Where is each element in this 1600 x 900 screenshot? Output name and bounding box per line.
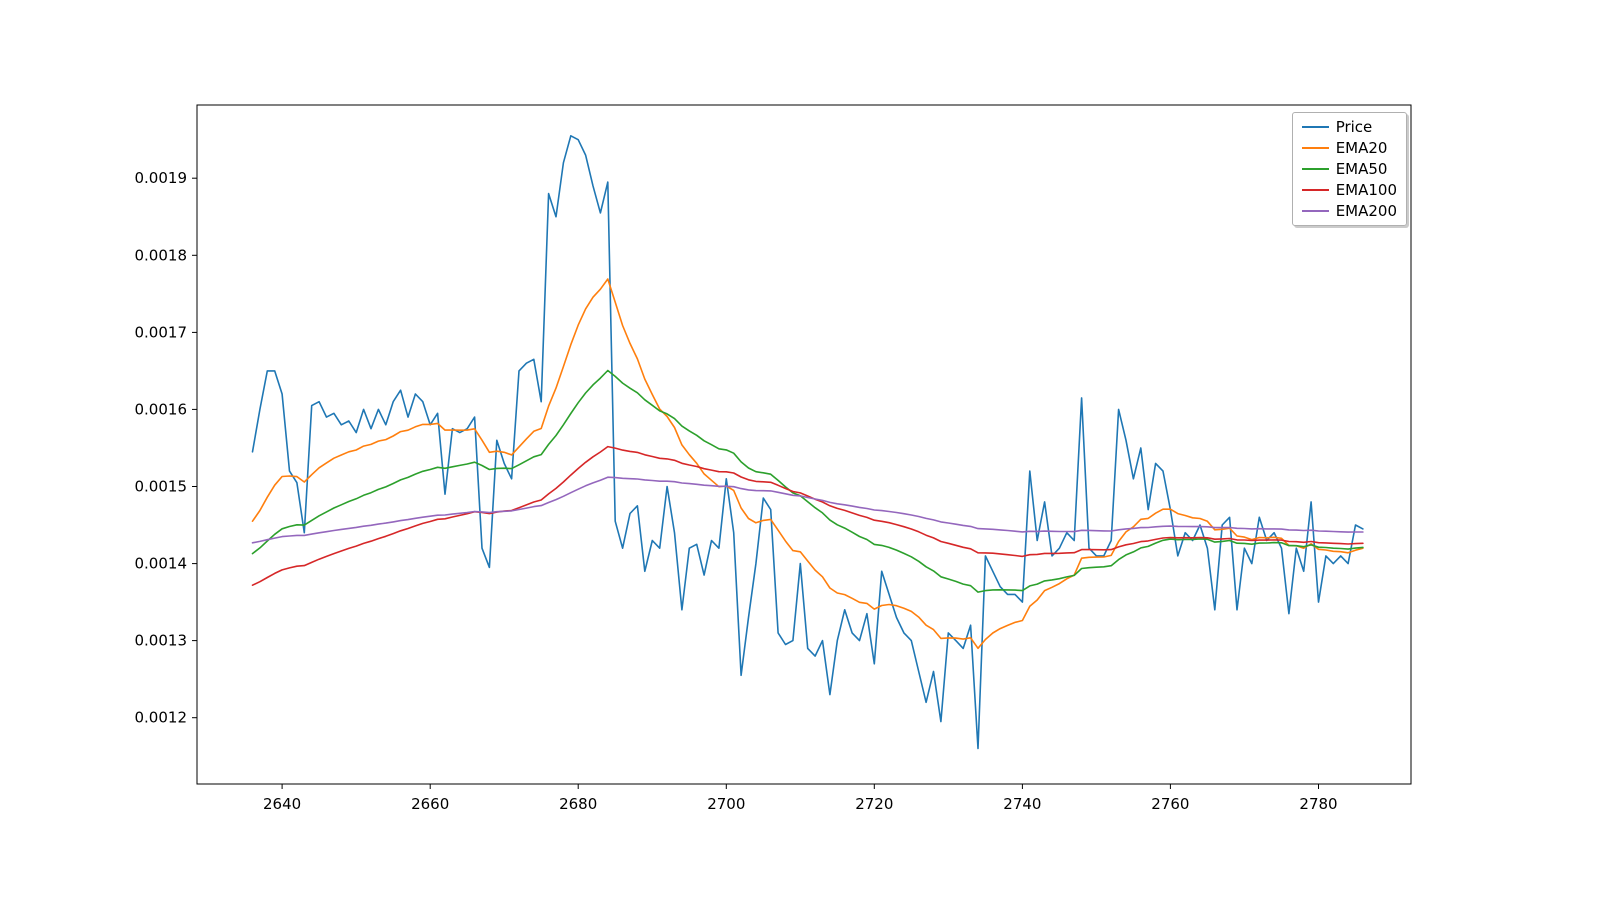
legend-entry-ema100: EMA100: [1301, 181, 1397, 199]
legend-label: EMA200: [1335, 202, 1397, 220]
ema100-line-sample-icon: [1301, 189, 1329, 191]
x-tick-label: 2700: [707, 795, 745, 813]
x-tick-label: 2680: [559, 795, 597, 813]
legend-entry-ema50: EMA50: [1301, 160, 1397, 178]
ema50-line-sample-icon: [1301, 168, 1329, 170]
y-tick-label: 0.0017: [135, 323, 188, 341]
series-line-ema200: [251, 476, 1364, 544]
y-tick-label: 0.0012: [135, 709, 188, 727]
legend: Price EMA20 EMA50 EMA100 EMA200: [1291, 112, 1407, 226]
series-line-ema20: [251, 278, 1364, 650]
legend-entry-ema20: EMA20: [1301, 139, 1397, 157]
legend-entry-price: Price: [1301, 118, 1397, 136]
price-line-sample-icon: [1301, 126, 1329, 128]
legend-label: Price: [1335, 118, 1373, 136]
y-tick-label: 0.0019: [135, 169, 188, 187]
y-tick-label: 0.0018: [135, 246, 188, 264]
legend-entry-ema200: EMA200: [1301, 202, 1397, 220]
ema200-line-sample-icon: [1301, 210, 1329, 212]
y-tick-label: 0.0014: [135, 555, 188, 573]
series-line-ema50: [251, 369, 1364, 593]
y-tick-label: 0.0013: [135, 632, 188, 650]
x-tick-label: 2640: [263, 795, 301, 813]
legend-label: EMA50: [1335, 160, 1388, 178]
x-tick-label: 2740: [1003, 795, 1041, 813]
y-tick-label: 0.0015: [135, 478, 188, 496]
legend-label: EMA100: [1335, 181, 1397, 199]
plot-border: [196, 104, 1412, 785]
legend-label: EMA20: [1335, 139, 1388, 157]
x-tick-label: 2660: [411, 795, 449, 813]
x-tick-label: 2780: [1299, 795, 1337, 813]
y-tick-label: 0.0016: [135, 400, 188, 418]
x-tick-label: 2760: [1151, 795, 1189, 813]
ema20-line-sample-icon: [1301, 147, 1329, 149]
x-tick-label: 2720: [855, 795, 893, 813]
series-line-ema100: [251, 445, 1364, 587]
series-line-price: [251, 135, 1364, 750]
